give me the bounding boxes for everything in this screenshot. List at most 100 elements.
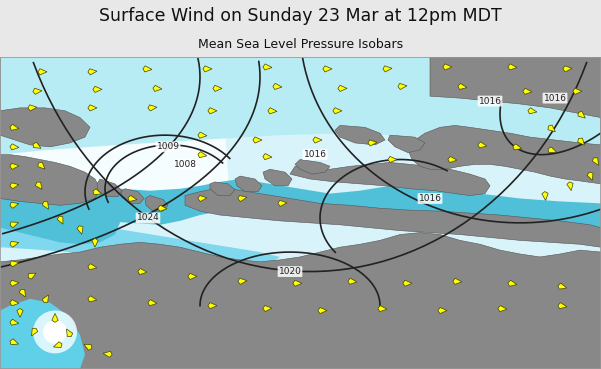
- Polygon shape: [478, 142, 487, 148]
- Polygon shape: [198, 132, 207, 138]
- Polygon shape: [498, 306, 507, 312]
- Polygon shape: [448, 156, 457, 163]
- Polygon shape: [10, 339, 19, 345]
- Polygon shape: [0, 155, 100, 205]
- Polygon shape: [148, 300, 157, 306]
- Polygon shape: [103, 351, 112, 358]
- Polygon shape: [528, 108, 537, 114]
- Polygon shape: [573, 88, 582, 94]
- Text: 1016: 1016: [543, 94, 567, 103]
- Polygon shape: [578, 138, 585, 145]
- Polygon shape: [338, 85, 347, 92]
- Polygon shape: [293, 280, 302, 286]
- Polygon shape: [278, 200, 287, 206]
- Polygon shape: [93, 189, 102, 194]
- Polygon shape: [88, 296, 97, 302]
- Polygon shape: [97, 179, 122, 197]
- Polygon shape: [88, 105, 97, 111]
- Text: 1020: 1020: [278, 267, 302, 276]
- Polygon shape: [148, 105, 157, 111]
- Polygon shape: [438, 307, 447, 314]
- Polygon shape: [558, 283, 567, 289]
- Polygon shape: [10, 202, 19, 208]
- Polygon shape: [458, 83, 467, 89]
- Text: Mean Sea Level Pressure Isobars: Mean Sea Level Pressure Isobars: [198, 38, 403, 51]
- Polygon shape: [57, 216, 63, 224]
- Polygon shape: [453, 278, 462, 284]
- Polygon shape: [188, 273, 197, 279]
- Polygon shape: [38, 69, 47, 75]
- Circle shape: [43, 320, 67, 344]
- Polygon shape: [335, 125, 385, 145]
- Polygon shape: [548, 125, 555, 132]
- Polygon shape: [0, 232, 601, 369]
- Text: Surface Wind on Sunday 23 Mar at 12pm MDT: Surface Wind on Sunday 23 Mar at 12pm MD…: [99, 7, 502, 25]
- Polygon shape: [38, 162, 45, 169]
- Text: 1016: 1016: [418, 194, 442, 203]
- Polygon shape: [0, 57, 90, 147]
- Polygon shape: [67, 329, 73, 337]
- Polygon shape: [253, 137, 262, 143]
- Polygon shape: [42, 201, 49, 209]
- Polygon shape: [558, 303, 567, 309]
- Polygon shape: [138, 269, 147, 275]
- Text: 1016: 1016: [304, 150, 326, 159]
- Polygon shape: [42, 295, 49, 303]
- Polygon shape: [273, 83, 282, 90]
- Polygon shape: [10, 319, 19, 325]
- Polygon shape: [77, 226, 83, 234]
- Polygon shape: [213, 85, 222, 92]
- Polygon shape: [383, 66, 392, 72]
- Polygon shape: [323, 66, 332, 72]
- Polygon shape: [31, 328, 38, 336]
- Polygon shape: [542, 192, 548, 200]
- Polygon shape: [210, 182, 235, 196]
- Polygon shape: [587, 172, 593, 180]
- Polygon shape: [84, 344, 92, 350]
- Polygon shape: [263, 64, 272, 70]
- Polygon shape: [513, 144, 522, 150]
- Polygon shape: [578, 111, 585, 118]
- Polygon shape: [10, 163, 19, 169]
- Polygon shape: [158, 205, 167, 211]
- Polygon shape: [238, 278, 247, 284]
- Polygon shape: [443, 64, 452, 70]
- Polygon shape: [0, 57, 230, 223]
- Polygon shape: [128, 196, 137, 201]
- Polygon shape: [121, 189, 144, 203]
- Polygon shape: [398, 83, 407, 90]
- Polygon shape: [33, 88, 42, 94]
- Polygon shape: [93, 86, 102, 92]
- Polygon shape: [153, 85, 162, 92]
- Polygon shape: [563, 66, 572, 72]
- Polygon shape: [19, 289, 25, 297]
- Polygon shape: [268, 108, 277, 114]
- Polygon shape: [567, 182, 573, 190]
- Polygon shape: [0, 57, 601, 369]
- Polygon shape: [508, 64, 517, 70]
- Polygon shape: [10, 261, 19, 267]
- Polygon shape: [508, 280, 517, 286]
- Polygon shape: [143, 66, 152, 72]
- Text: 1024: 1024: [136, 214, 159, 223]
- Polygon shape: [348, 278, 357, 284]
- Polygon shape: [198, 152, 207, 158]
- Text: 1009: 1009: [156, 142, 180, 151]
- Polygon shape: [35, 182, 42, 189]
- Polygon shape: [0, 179, 601, 237]
- Polygon shape: [33, 142, 41, 148]
- Polygon shape: [92, 238, 98, 247]
- Polygon shape: [208, 108, 217, 114]
- Polygon shape: [10, 300, 19, 306]
- Polygon shape: [378, 306, 387, 312]
- Polygon shape: [17, 308, 23, 317]
- Polygon shape: [10, 280, 19, 286]
- Polygon shape: [290, 162, 490, 196]
- Polygon shape: [408, 57, 601, 184]
- Polygon shape: [295, 159, 330, 174]
- Polygon shape: [88, 69, 97, 75]
- Polygon shape: [368, 140, 377, 146]
- Polygon shape: [53, 342, 62, 348]
- Polygon shape: [28, 273, 36, 279]
- Polygon shape: [313, 137, 322, 143]
